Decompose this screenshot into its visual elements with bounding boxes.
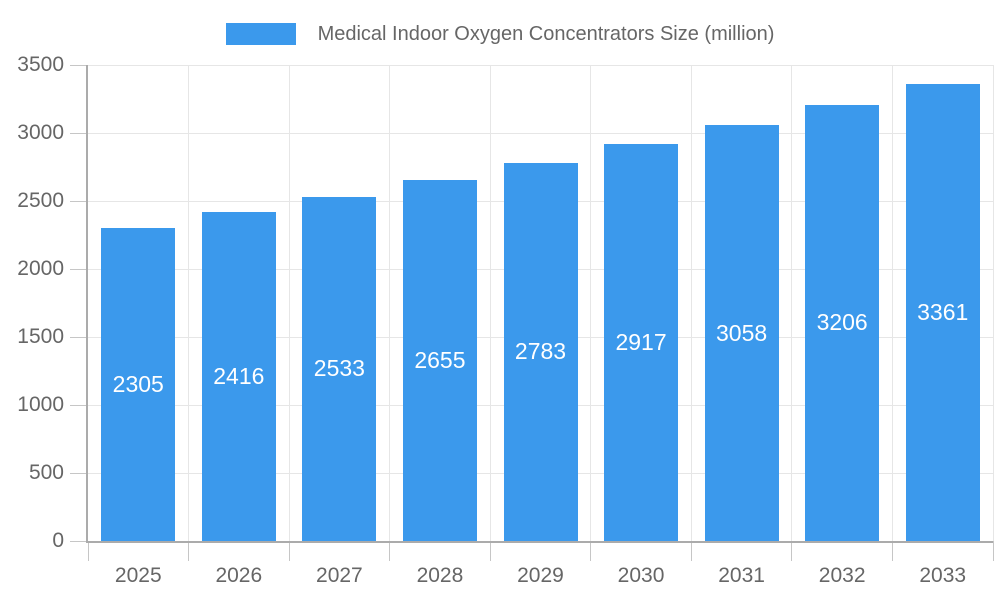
x-axis-tick — [288, 541, 290, 561]
bar-value-label: 2533 — [313, 355, 365, 382]
y-axis-tick — [70, 268, 88, 270]
gridline-vertical — [791, 65, 793, 541]
x-axis-tick — [590, 541, 592, 561]
x-axis-label: 2032 — [818, 564, 866, 587]
bar-value-label: 2783 — [514, 338, 567, 365]
x-axis-tick — [489, 541, 491, 561]
x-axis-tick — [389, 541, 391, 561]
bar-2030[interactable]: 2917 — [604, 144, 679, 541]
bar-value-label: 3361 — [917, 298, 969, 325]
gridline-vertical — [690, 65, 692, 541]
legend[interactable]: Medical Indoor Oxygen Concentrators Size… — [0, 22, 1000, 46]
y-axis-tick — [70, 336, 88, 338]
bar-value-label: 3058 — [716, 319, 768, 346]
bar-2029[interactable]: 2783 — [503, 162, 578, 541]
x-axis-label: 2030 — [617, 564, 665, 587]
x-axis-label: 2028 — [416, 564, 464, 587]
y-axis-line — [86, 65, 88, 543]
y-axis-label: 2500 — [17, 189, 64, 212]
x-axis-label: 2026 — [215, 564, 263, 587]
x-axis-tick — [690, 541, 692, 561]
bar-2025[interactable]: 2305 — [101, 227, 176, 541]
x-axis-line — [86, 541, 993, 543]
y-axis-tick — [70, 540, 88, 542]
bar-value-label: 2655 — [414, 346, 466, 373]
x-axis-tick — [992, 541, 994, 561]
gridline-vertical — [891, 65, 893, 541]
x-axis-tick — [188, 541, 190, 561]
gridline-vertical — [590, 65, 592, 541]
x-axis-tick — [87, 541, 89, 561]
legend-swatch — [225, 23, 296, 45]
bar-value-label: 2416 — [213, 363, 265, 390]
y-axis-label: 1500 — [17, 325, 64, 348]
y-axis-label: 500 — [28, 461, 64, 484]
gridline-vertical — [992, 65, 994, 541]
gridline-horizontal — [88, 132, 993, 134]
bar-2028[interactable]: 2655 — [402, 179, 477, 541]
bar-value-label: 2917 — [615, 329, 667, 356]
bar-value-label: 2305 — [112, 370, 164, 397]
x-axis-label: 2025 — [114, 564, 162, 587]
y-axis-label: 3000 — [17, 121, 64, 144]
x-axis-tick — [891, 541, 893, 561]
bar-value-label: 3206 — [816, 309, 868, 336]
y-axis-tick — [70, 64, 88, 66]
bar-2031[interactable]: 3058 — [704, 125, 779, 541]
y-axis-label: 0 — [52, 529, 64, 552]
bar-2026[interactable]: 2416 — [201, 212, 276, 541]
y-axis-label: 2000 — [17, 257, 64, 280]
x-axis-label: 2029 — [517, 564, 564, 587]
gridline-vertical — [389, 65, 391, 541]
bar-2033[interactable]: 3361 — [905, 83, 980, 541]
y-axis-tick — [70, 404, 88, 406]
x-axis-label: 2031 — [718, 564, 765, 587]
x-axis-label: 2033 — [919, 564, 967, 587]
y-axis-tick — [70, 200, 88, 202]
y-axis-label: 1000 — [17, 393, 64, 416]
y-axis-tick — [70, 472, 88, 474]
gridline-horizontal — [88, 64, 993, 66]
gridline-vertical — [489, 65, 491, 541]
bar-2032[interactable]: 3206 — [805, 104, 880, 541]
bar-2027[interactable]: 2533 — [302, 196, 377, 541]
gridline-vertical — [288, 65, 290, 541]
x-axis-tick — [791, 541, 793, 561]
x-axis-label: 2027 — [316, 564, 363, 587]
legend-label: Medical Indoor Oxygen Concentrators Size… — [317, 22, 775, 45]
gridline-vertical — [188, 65, 190, 541]
y-axis-label: 3500 — [17, 53, 64, 76]
y-axis-tick — [70, 132, 88, 134]
